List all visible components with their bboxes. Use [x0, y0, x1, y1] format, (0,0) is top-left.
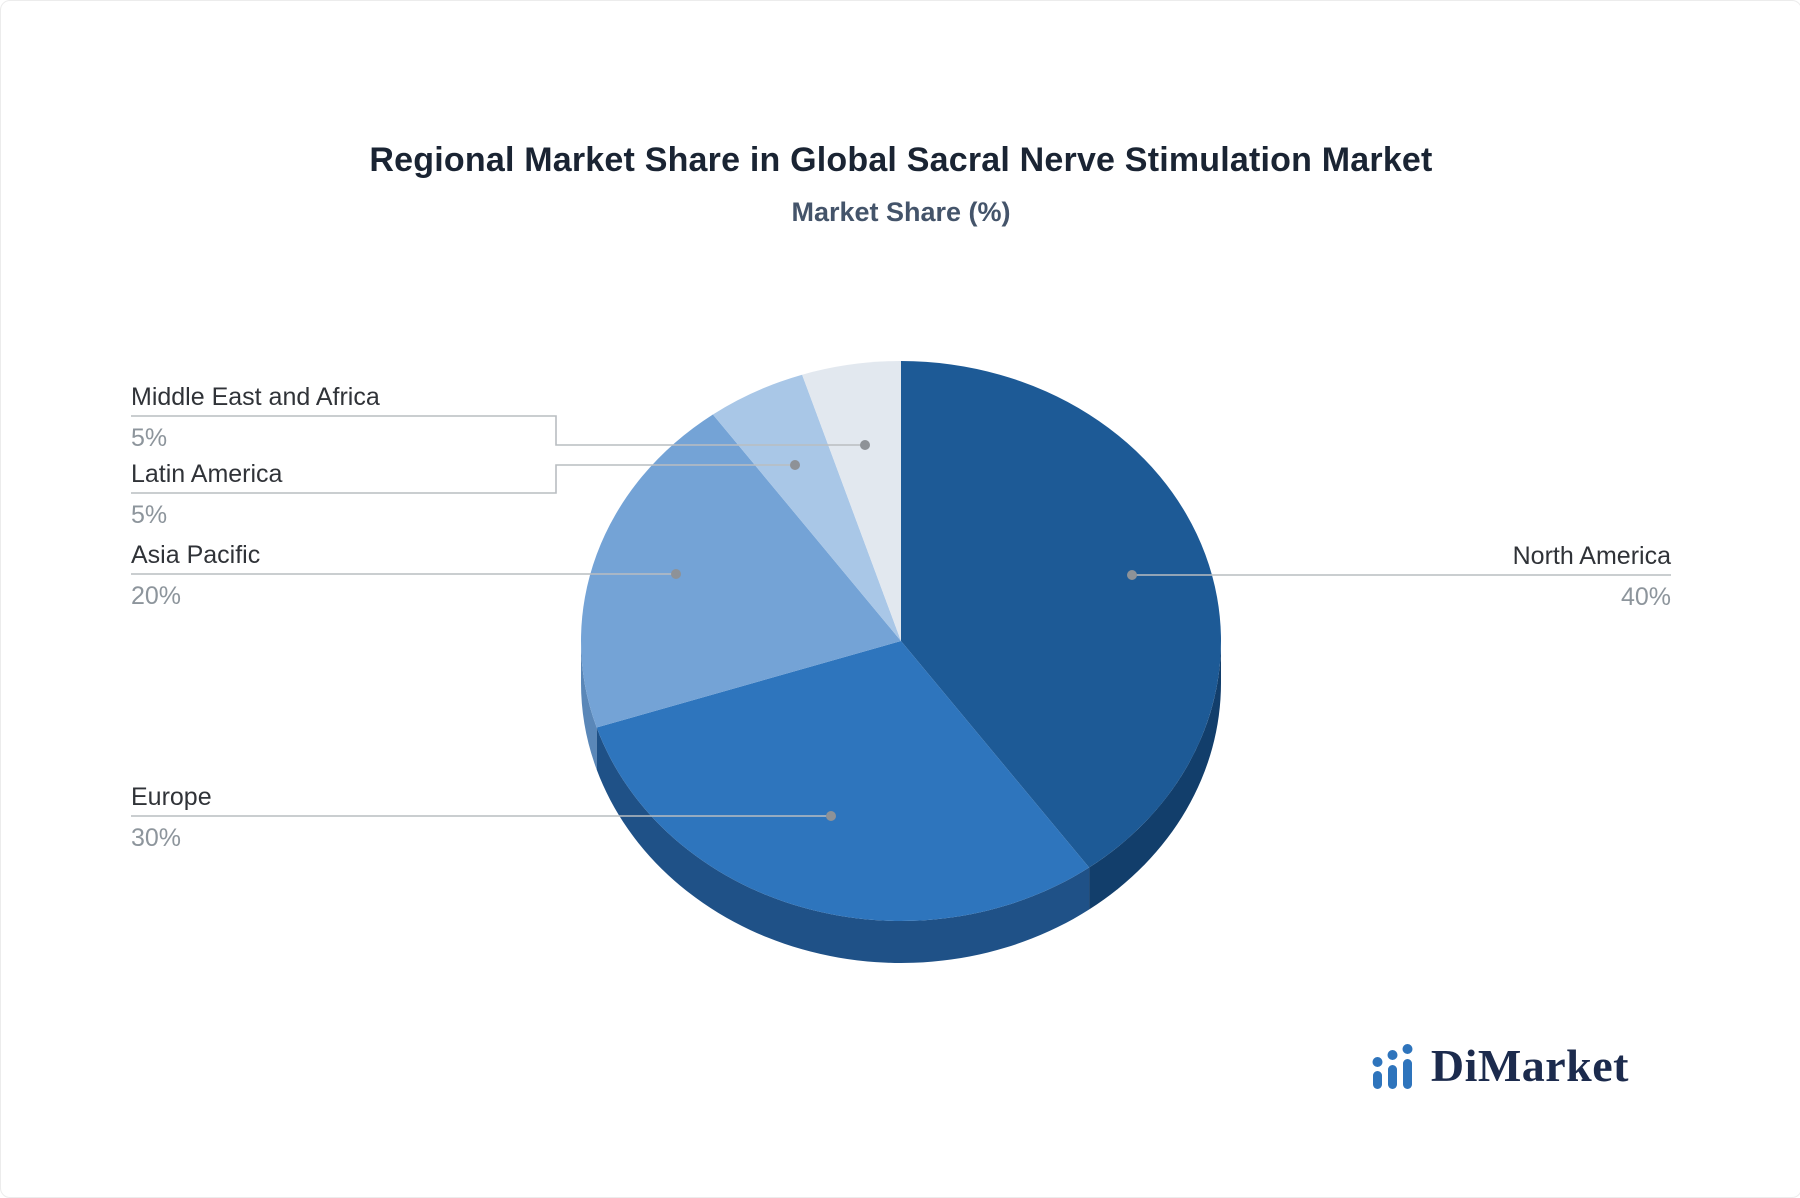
label-asia-pacific: Asia Pacific	[131, 541, 261, 569]
label-middle-east-africa: Middle East and Africa	[131, 383, 380, 411]
value-europe: 30%	[131, 824, 182, 852]
brand-logo-text: DiMarket	[1430, 1040, 1629, 1091]
value-middle-east-africa: 5%	[131, 424, 168, 452]
bar-chart-icon	[1372, 1043, 1413, 1089]
value-latin-america: 5%	[131, 501, 168, 529]
value-north-america: 40%	[1620, 583, 1671, 611]
chart-subtitle: Market Share (%)	[791, 197, 1011, 227]
value-asia-pacific: 20%	[131, 582, 182, 610]
label-europe: Europe	[131, 783, 212, 811]
brand-logo: DiMarket	[1371, 1039, 1629, 1092]
chart-title: Regional Market Share in Global Sacral N…	[369, 141, 1433, 179]
label-latin-america: Latin America	[131, 460, 283, 488]
label-north-america: North America	[1512, 542, 1671, 570]
